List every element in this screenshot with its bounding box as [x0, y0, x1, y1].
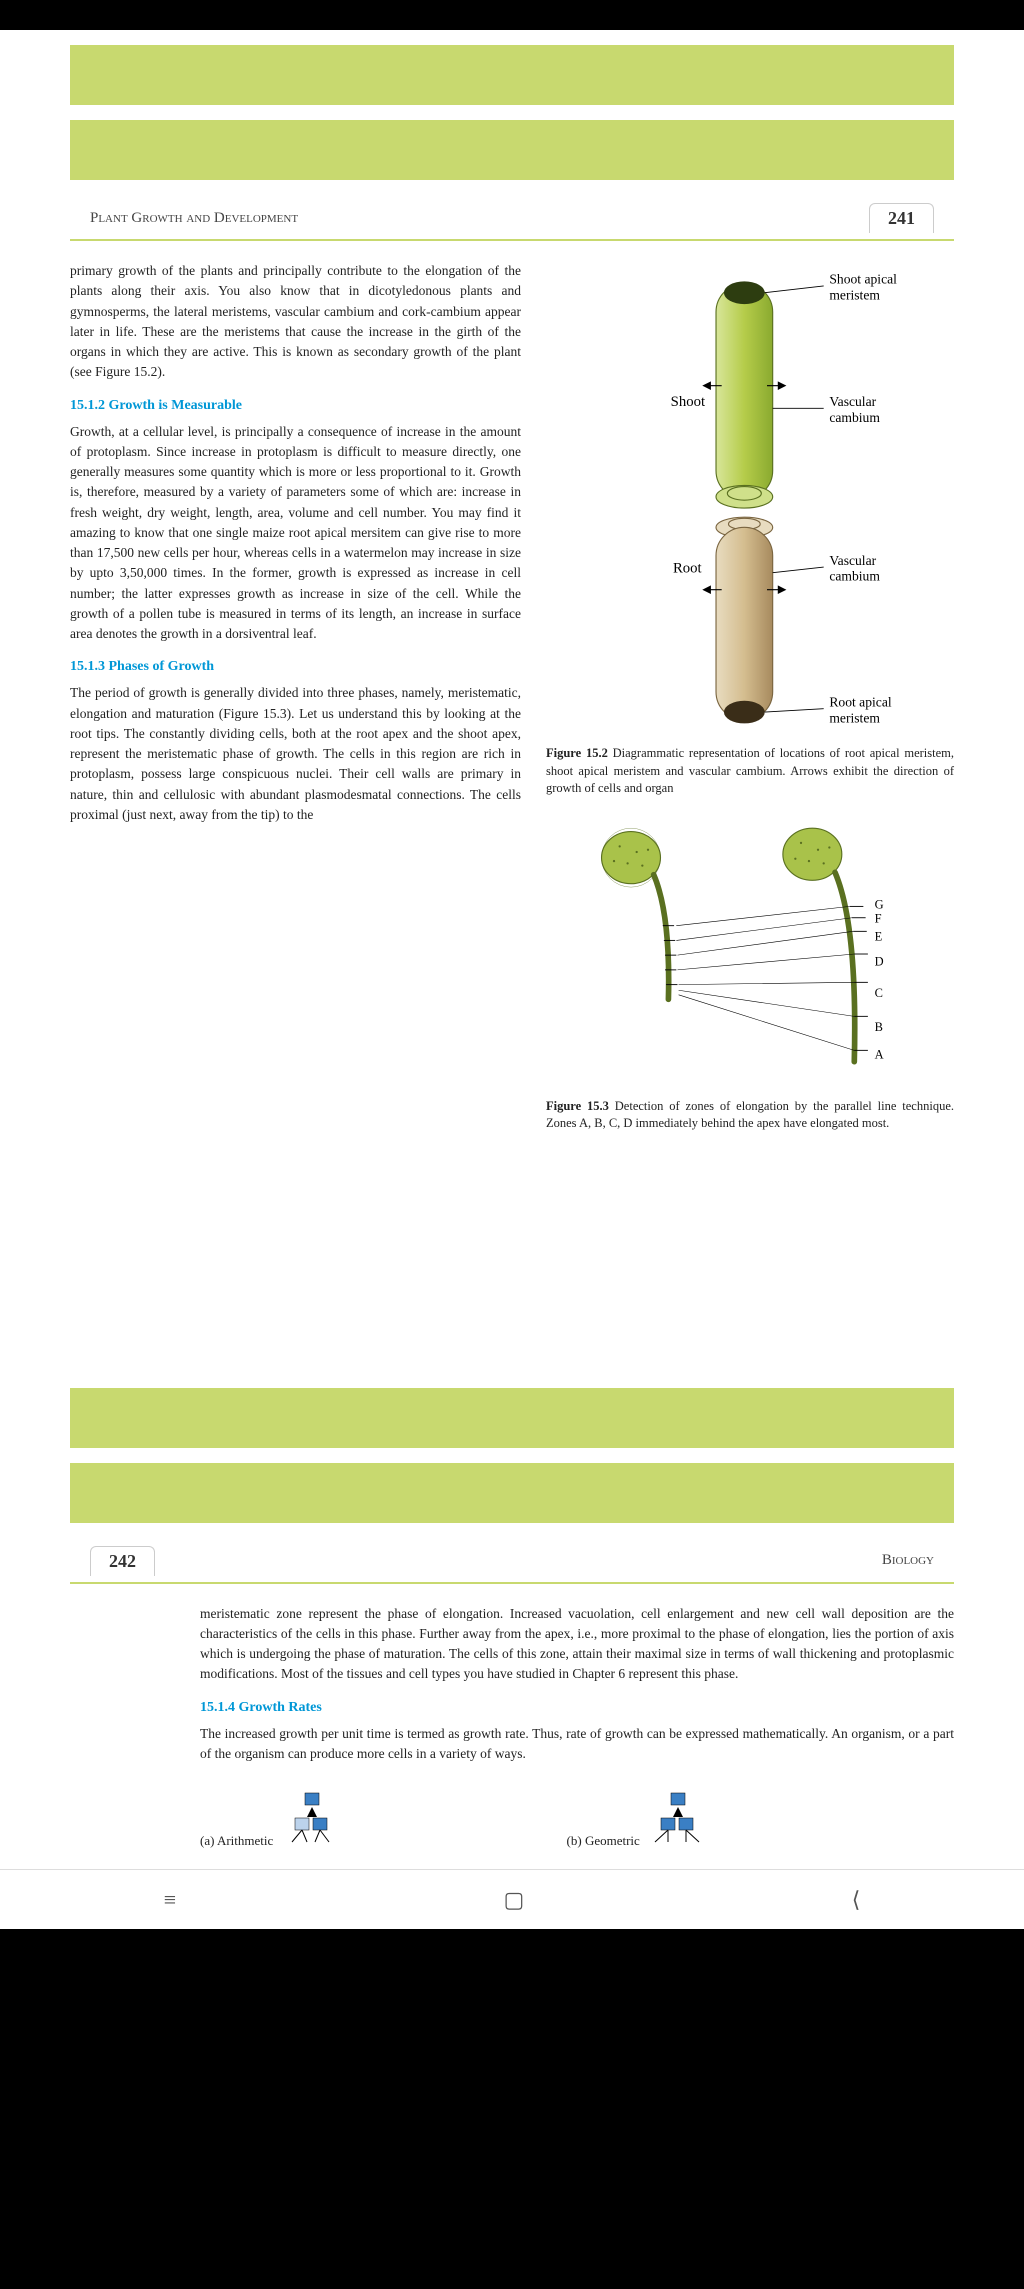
- heading-15-1-2: 15.1.2 Growth is Measurable: [70, 395, 521, 416]
- svg-text:F: F: [875, 911, 882, 925]
- svg-text:A: A: [875, 1047, 884, 1061]
- text-column: primary growth of the plants and princip…: [70, 261, 521, 1153]
- decorative-band-3: [70, 1388, 954, 1448]
- page-number-241: 241: [869, 203, 934, 233]
- page-number-242: 242: [90, 1546, 155, 1576]
- figure-15-3-svg: G F E D C B A: [546, 818, 954, 1090]
- svg-text:C: C: [875, 986, 883, 1000]
- decorative-band-4: [70, 1463, 954, 1523]
- nav-back-icon[interactable]: ⟨: [852, 1887, 861, 1913]
- screen-container: Plant Growth and Development 241 primary…: [0, 0, 1024, 1929]
- paragraph-meristematic-zone: meristematic zone represent the phase of…: [200, 1604, 954, 1685]
- label-vascular-2: Vascular: [829, 553, 876, 568]
- svg-text:B: B: [875, 1020, 883, 1034]
- page-body-1: primary growth of the plants and princip…: [70, 261, 954, 1153]
- heading-15-1-4: 15.1.4 Growth Rates: [200, 1697, 954, 1718]
- arithmetic-item: (a) Arithmetic: [200, 1784, 347, 1849]
- page-body-2: meristematic zone represent the phase of…: [200, 1604, 954, 1765]
- bottom-nav-bar: ≡ ▢ ⟨: [0, 1869, 1024, 1929]
- figure-15-2-caption: Figure 15.2 Diagrammatic representation …: [546, 745, 954, 798]
- decorative-band-2: [70, 120, 954, 180]
- figure-15-2-label: Figure 15.2: [546, 746, 608, 760]
- geometric-label: (b) Geometric: [567, 1833, 640, 1848]
- figure-15-3-label: Figure 15.3: [546, 1099, 609, 1113]
- svg-text:meristem: meristem: [829, 710, 880, 725]
- arithmetic-svg: [277, 1790, 347, 1845]
- geometric-item: (b) Geometric: [567, 1784, 714, 1849]
- paragraph-primary-growth: primary growth of the plants and princip…: [70, 261, 521, 383]
- chapter-title: Plant Growth and Development: [90, 210, 298, 227]
- paragraph-phases-growth: The period of growth is generally divide…: [70, 683, 521, 825]
- label-shoot: Shoot: [671, 394, 705, 410]
- paragraph-growth-measurable: Growth, at a cellular level, is principa…: [70, 422, 521, 645]
- figure-15-2-svg: Shoot apical meristem Shoot Vascular cam…: [546, 261, 954, 737]
- svg-text:cambium: cambium: [829, 569, 880, 584]
- svg-text:G: G: [875, 897, 884, 911]
- svg-text:cambium: cambium: [829, 410, 880, 425]
- figure-15-2-caption-text: Diagrammatic representation of locations…: [546, 746, 954, 795]
- subject-label: Biology: [882, 1552, 934, 1569]
- label-root: Root: [673, 561, 702, 577]
- heading-15-1-3: 15.1.3 Phases of Growth: [70, 656, 521, 677]
- svg-text:D: D: [875, 954, 884, 968]
- svg-text:meristem: meristem: [829, 288, 880, 303]
- page-gap: [0, 1173, 1024, 1373]
- page-header-2: 242 Biology: [70, 1538, 954, 1584]
- page-header-1: Plant Growth and Development 241: [70, 195, 954, 241]
- arithmetic-label: (a) Arithmetic: [200, 1833, 273, 1848]
- decorative-band-1: [70, 45, 954, 105]
- status-bar: [0, 0, 1024, 30]
- figure-column: Shoot apical meristem Shoot Vascular cam…: [546, 261, 954, 1153]
- label-root-apical: Root apical: [829, 694, 892, 709]
- svg-text:E: E: [875, 929, 883, 943]
- label-shoot-apical: Shoot apical: [829, 272, 897, 287]
- figure-15-3-caption: Figure 15.3 Detection of zones of elonga…: [546, 1098, 954, 1133]
- geometric-svg: [643, 1790, 713, 1845]
- nav-home-icon[interactable]: ▢: [504, 1887, 525, 1913]
- nav-recent-icon[interactable]: ≡: [164, 1887, 176, 1913]
- growth-types-row: (a) Arithmetic (b) Geometric: [200, 1784, 954, 1849]
- paragraph-growth-rates: The increased growth per unit time is te…: [200, 1724, 954, 1765]
- label-vascular-1: Vascular: [829, 394, 876, 409]
